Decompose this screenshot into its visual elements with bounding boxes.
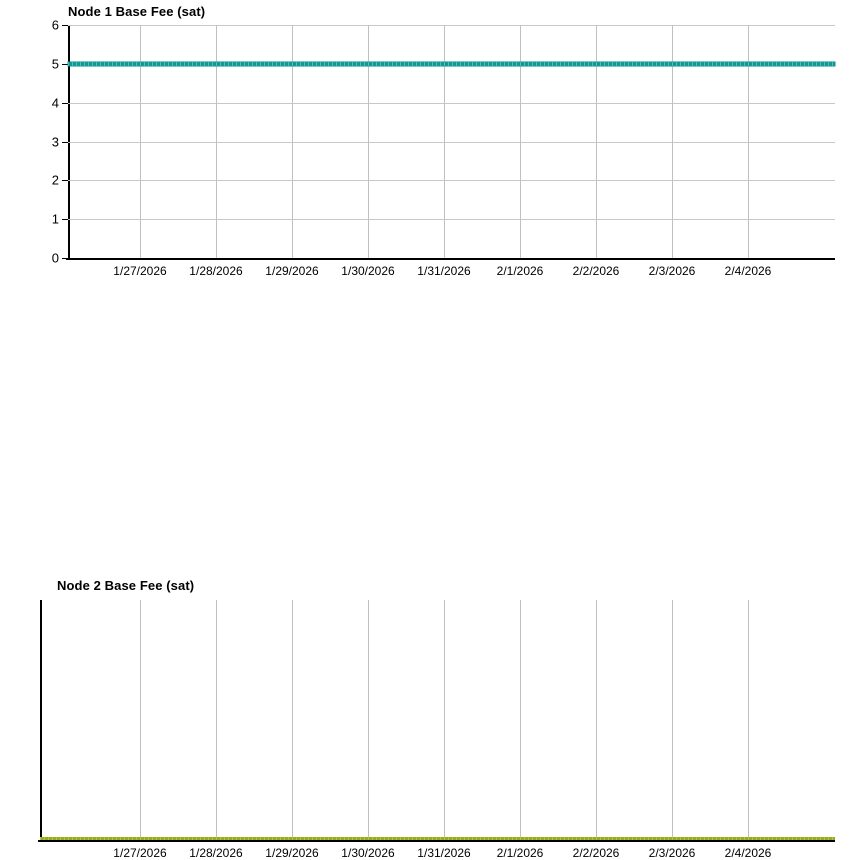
chart-panel-node-2: Node 2 Base Fee (sat) 1/27/2026 1/28/202… <box>0 290 860 859</box>
plot-area-node-2: 1/27/2026 1/28/2026 1/29/2026 1/30/2026 … <box>38 600 835 859</box>
x-axis-label: 1/27/2026 <box>113 846 167 860</box>
y-axis-label: 4 <box>51 95 59 111</box>
y-tick-mark <box>62 180 68 182</box>
data-series-node-1-base-fee <box>68 62 835 66</box>
x-axis-label: 1/30/2026 <box>341 846 395 860</box>
x-axis-label: 2/4/2026 <box>724 264 772 278</box>
x-axis-line-node-1 <box>66 258 835 260</box>
x-axis-label: 1/30/2026 <box>341 264 395 278</box>
gridline-vertical <box>368 600 369 840</box>
x-axis-label: 1/29/2026 <box>265 846 319 860</box>
gridline-vertical <box>368 25 369 258</box>
gridline-vertical <box>672 25 673 258</box>
gridline-horizontal <box>68 141 835 143</box>
data-point-markers <box>68 62 835 66</box>
x-axis-label: 2/3/2026 <box>648 846 696 860</box>
y-axis-label: 5 <box>51 56 59 72</box>
y-axis-line-node-2 <box>40 600 42 840</box>
gridline-vertical <box>444 25 445 258</box>
gridline-horizontal <box>68 102 835 104</box>
gridline-vertical <box>444 600 445 840</box>
gridline-horizontal <box>68 25 835 26</box>
gridline-vertical <box>520 25 521 258</box>
gridline-horizontal <box>68 219 835 221</box>
chart-title-node-1: Node 1 Base Fee (sat) <box>68 4 206 19</box>
gridline-vertical <box>748 25 749 258</box>
gridline-vertical <box>292 600 293 840</box>
gridline-horizontal <box>68 180 835 182</box>
chart-title-node-2: Node 2 Base Fee (sat) <box>57 578 195 593</box>
gridline-vertical <box>672 600 673 840</box>
gridline-vertical <box>216 600 217 840</box>
y-tick-mark <box>62 102 68 104</box>
x-axis-label: 2/2/2026 <box>572 846 620 860</box>
x-axis-label: 1/27/2026 <box>113 264 167 278</box>
gridline-vertical <box>292 25 293 258</box>
y-axis-label: 1 <box>51 211 59 227</box>
gridline-vertical <box>596 600 597 840</box>
y-axis-label: 0 <box>51 250 59 266</box>
y-tick-mark <box>62 63 68 65</box>
y-tick-mark <box>62 141 68 143</box>
y-tick-mark <box>62 25 68 26</box>
gridline-vertical <box>216 25 217 258</box>
y-tick-mark <box>62 219 68 221</box>
x-axis-label: 1/28/2026 <box>189 264 243 278</box>
gridline-vertical <box>140 600 141 840</box>
y-axis-label: 6 <box>51 17 59 33</box>
gridline-vertical <box>520 600 521 840</box>
x-axis-label: 2/2/2026 <box>572 264 620 278</box>
y-axis-label: 3 <box>51 134 59 149</box>
x-axis-label: 1/31/2026 <box>417 846 471 860</box>
x-axis-line-node-2 <box>38 840 835 842</box>
x-axis-label: 1/31/2026 <box>417 264 471 278</box>
y-axis-label: 2 <box>51 172 59 188</box>
x-axis-label: 2/3/2026 <box>648 264 696 278</box>
x-axis-label: 2/1/2026 <box>496 846 544 860</box>
x-axis-label: 1/28/2026 <box>189 846 243 860</box>
plot-area-node-1: 6 5 4 3 2 1 0 1/27/2026 1/28/2026 1/29/2… <box>52 19 835 277</box>
data-point-markers <box>40 837 835 840</box>
x-axis-label: 1/29/2026 <box>265 264 319 278</box>
gridline-vertical <box>748 600 749 840</box>
gridline-vertical <box>596 25 597 258</box>
x-axis-label: 2/4/2026 <box>724 846 772 860</box>
data-series-node-2-base-fee <box>40 837 835 840</box>
gridline-vertical <box>140 25 141 258</box>
y-tick-mark <box>62 258 68 259</box>
x-axis-label: 2/1/2026 <box>496 264 544 278</box>
chart-panel-node-1: Node 1 Base Fee (sat) 6 5 4 3 2 1 0 1/27… <box>0 0 860 290</box>
